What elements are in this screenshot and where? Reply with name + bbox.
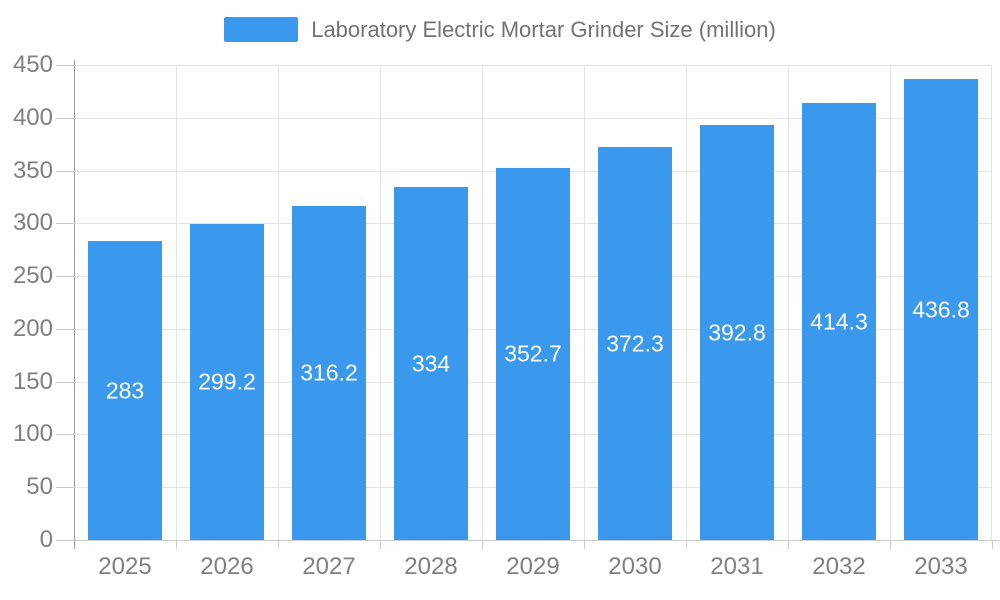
- y-axis-label: 50: [26, 473, 53, 500]
- bar-2031[interactable]: 392.8: [700, 125, 774, 540]
- y-axis-tick: [56, 434, 74, 435]
- y-axis-label: 250: [12, 262, 53, 289]
- bar-2027[interactable]: 316.2: [292, 206, 366, 540]
- bar-value-label: 372.3: [606, 330, 664, 356]
- y-axis-label: 0: [39, 526, 53, 553]
- y-axis-label: 300: [12, 209, 53, 236]
- y-axis-label: 400: [12, 104, 53, 131]
- gridline-vertical: [788, 65, 789, 540]
- x-axis-label: 2031: [710, 553, 764, 580]
- y-axis-tick: [56, 540, 74, 541]
- bar-2028[interactable]: 334: [394, 187, 468, 540]
- x-axis-label: 2029: [506, 553, 560, 580]
- bar-value-label: 334: [411, 350, 451, 376]
- gridline-horizontal: [74, 118, 992, 119]
- x-axis-tick: [686, 541, 687, 549]
- gridline-vertical: [278, 65, 279, 540]
- x-axis-line: [74, 540, 1000, 541]
- x-axis-tick: [74, 541, 75, 549]
- y-axis-tick: [56, 223, 74, 224]
- gridline-vertical: [380, 65, 381, 540]
- bar-2025[interactable]: 283: [88, 241, 162, 540]
- x-axis-tick: [278, 541, 279, 549]
- y-axis-label: 200: [12, 315, 53, 342]
- x-axis-label: 2033: [914, 553, 968, 580]
- bar-value-label: 299.2: [198, 368, 256, 395]
- gridline-vertical: [890, 65, 891, 540]
- bar-value-label: 283: [105, 377, 145, 403]
- bar-value-label: 414.3: [810, 308, 868, 334]
- y-axis-tick: [56, 65, 74, 66]
- bar-value-label: 436.8: [912, 296, 970, 322]
- x-axis-tick: [176, 541, 177, 549]
- bar-value-label: 316.2: [300, 359, 358, 386]
- x-axis-tick: [890, 541, 891, 549]
- gridline-vertical: [991, 65, 992, 540]
- y-axis-label: 150: [12, 368, 53, 395]
- x-axis-label: 2025: [98, 553, 152, 580]
- gridline-vertical: [176, 65, 177, 540]
- x-axis-label: 2026: [200, 553, 254, 580]
- y-axis-label: 450: [12, 51, 53, 78]
- x-axis-label: 2030: [608, 553, 662, 580]
- y-axis-tick: [56, 118, 74, 119]
- x-axis-tick: [992, 541, 993, 549]
- x-axis-label: 2028: [404, 553, 458, 580]
- y-axis-line: [74, 60, 75, 549]
- bar-2030[interactable]: 372.3: [598, 147, 672, 540]
- y-axis-tick: [56, 382, 74, 383]
- x-axis-tick: [482, 541, 483, 549]
- y-axis-tick: [56, 329, 74, 330]
- x-axis-tick: [380, 541, 381, 549]
- x-axis-label: 2027: [302, 553, 356, 580]
- bar-value-label: 392.8: [708, 319, 766, 345]
- bar-value-label: 352.7: [504, 340, 562, 367]
- y-axis-label: 100: [12, 420, 53, 447]
- x-axis-label: 2032: [812, 553, 866, 580]
- y-axis-tick: [56, 276, 74, 277]
- x-axis-tick: [788, 541, 789, 549]
- gridline-horizontal: [74, 65, 992, 66]
- plot-area: 283 299.2 316.2 334 352.7 372.3 392.8 414.3 436.…: [74, 65, 992, 540]
- gridline-vertical: [686, 65, 687, 540]
- bar-2026[interactable]: 299.2: [190, 224, 264, 540]
- legend-swatch-icon: [224, 17, 299, 42]
- y-axis-label: 350: [12, 157, 53, 184]
- legend-item[interactable]: Laboratory Electric Mortar Grinder Size …: [0, 17, 1000, 42]
- x-axis-tick: [584, 541, 585, 549]
- bar-2032[interactable]: 414.3: [802, 103, 876, 540]
- bar-2029[interactable]: 352.7: [496, 168, 570, 540]
- gridline-vertical: [584, 65, 585, 540]
- bar-2033[interactable]: 436.8: [904, 79, 978, 540]
- gridline-vertical: [482, 65, 483, 540]
- y-axis-tick: [56, 171, 74, 172]
- y-axis-tick: [56, 487, 74, 488]
- legend-label: Laboratory Electric Mortar Grinder Size …: [311, 17, 776, 42]
